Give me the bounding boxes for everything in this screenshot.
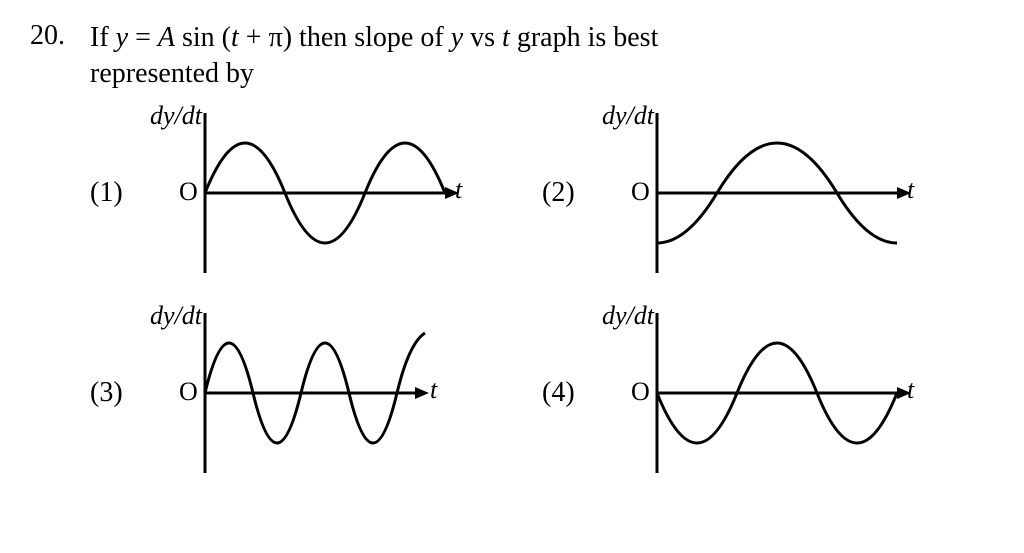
question-row: 20. If y = A sin (t + π) then slope of y… [30,20,994,93]
var-A: A [158,22,175,53]
question-text: If y = A sin (t + π) then slope of y vs … [90,20,658,93]
option-4: (4) dy/dt O t [542,303,994,483]
graph-4: dy/dt O t [597,303,917,483]
option-2-label: (2) [542,177,597,209]
option-1: (1) dy/dt O t [90,103,542,283]
origin-2: O [631,177,650,207]
option-2: (2) dy/dt O t [542,103,994,283]
option-row-1: (1) dy/dt O t (2) dy/dt O [90,103,994,283]
option-3: (3) dy/dt O t [90,303,542,483]
text-pre: If [90,22,116,53]
graph-2: dy/dt O t [597,103,917,283]
eq-sin: sin ( [175,22,231,53]
question-number: 20. [30,20,90,52]
options: (1) dy/dt O t (2) dy/dt O [90,103,994,483]
graph-3: dy/dt O t [145,303,465,483]
option-4-label: (4) [542,377,597,409]
ylabel-1: dy/dt [150,101,202,131]
vs: vs [463,22,502,53]
eq-mid: = [128,22,158,53]
page: 20. If y = A sin (t + π) then slope of y… [0,0,1024,553]
ylabel-3: dy/dt [150,301,202,331]
xlabel-1: t [455,175,462,205]
arrow-icon [415,387,429,399]
eq-pi: π [269,22,283,53]
var-y2: y [451,22,463,53]
eq-plus: + [239,22,269,53]
graph-1: dy/dt O t [145,103,465,283]
var-y: y [116,22,128,53]
curve-3 [205,333,425,443]
var-t2: t [502,22,510,53]
ylabel-2: dy/dt [602,101,654,131]
ylabel-4: dy/dt [602,301,654,331]
origin-3: O [179,377,198,407]
xlabel-2: t [907,175,914,205]
origin-4: O [631,377,650,407]
xlabel-4: t [907,375,914,405]
origin-1: O [179,177,198,207]
line2: represented by [90,58,254,89]
eq-close: ) then slope of [283,22,451,53]
option-3-label: (3) [90,377,145,409]
var-t: t [231,22,239,53]
option-1-label: (1) [90,177,145,209]
rest: graph is best [510,22,659,53]
option-row-2: (3) dy/dt O t (4) dy/dt O [90,303,994,483]
xlabel-3: t [430,375,437,405]
